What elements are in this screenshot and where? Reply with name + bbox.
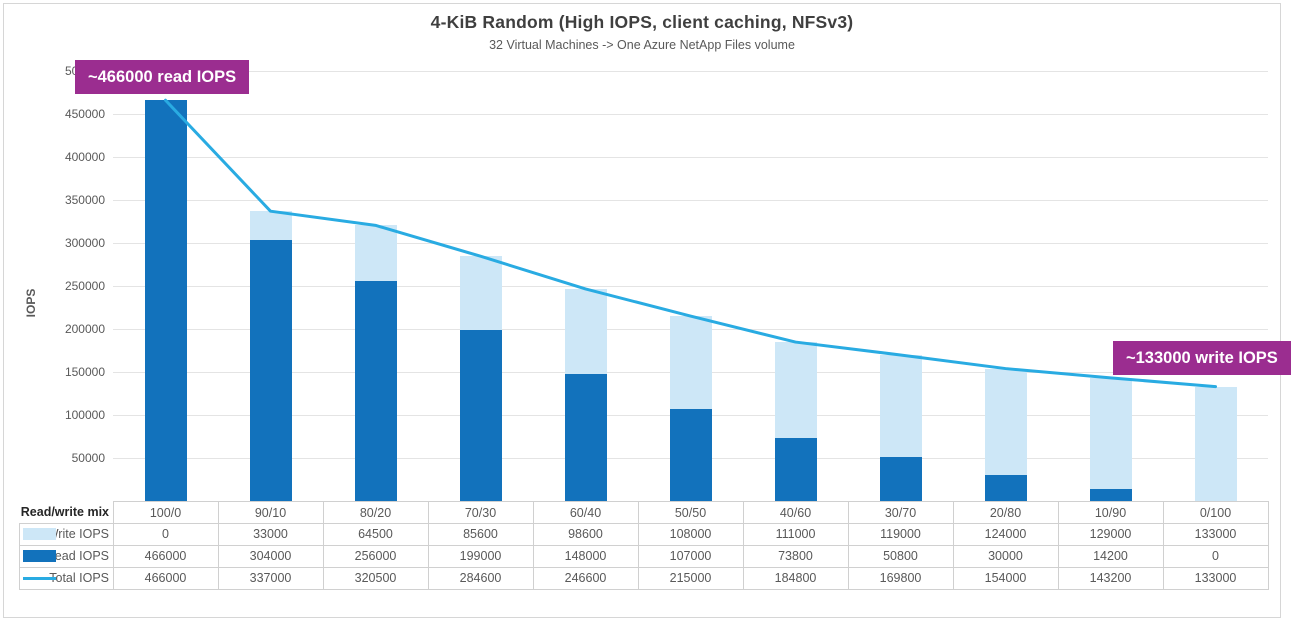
table-cell: 304000 (218, 545, 324, 568)
table-cell: 14200 (1058, 545, 1164, 568)
table-cell: 0 (113, 523, 219, 546)
y-tick-label: 100000 (64, 408, 105, 422)
read-bar (459, 329, 502, 501)
table-cell: 33000 (218, 523, 324, 546)
table-category-header: 40/60 (743, 501, 849, 524)
table-category-header: 30/70 (848, 501, 954, 524)
table-cell: 124000 (953, 523, 1059, 546)
table-category-header: 20/80 (953, 501, 1059, 524)
table-cell: 64500 (323, 523, 429, 546)
gridline (113, 114, 1268, 115)
table-category-header: 0/100 (1163, 501, 1269, 524)
y-tick-label: 250000 (64, 279, 105, 293)
table-category-header: 70/30 (428, 501, 534, 524)
table-cell: 50800 (848, 545, 954, 568)
table-category-header: 50/50 (638, 501, 744, 524)
table-cell: 98600 (533, 523, 639, 546)
table-category-header: 60/40 (533, 501, 639, 524)
table-cell: 466000 (113, 545, 219, 568)
table-row-header: Read/write mix (19, 501, 114, 524)
read-bar (669, 408, 712, 501)
table-cell: 320500 (323, 567, 429, 590)
y-tick-label: 150000 (64, 365, 105, 379)
legend-swatch-total-line (23, 577, 56, 580)
table-cell: 30000 (953, 545, 1059, 568)
table-cell: 284600 (428, 567, 534, 590)
table-cell: 154000 (953, 567, 1059, 590)
gridline (113, 200, 1268, 201)
chart-frame (3, 3, 1281, 618)
gridline (113, 243, 1268, 244)
read-bar (984, 475, 1027, 501)
legend-swatch-write (23, 528, 56, 540)
table-category-header: 10/90 (1058, 501, 1164, 524)
table-category-header: 100/0 (113, 501, 219, 524)
legend-swatch-read (23, 550, 56, 562)
table-cell: 215000 (638, 567, 744, 590)
table-cell: 143200 (1058, 567, 1164, 590)
total-iops-line (164, 98, 1217, 389)
gridline (113, 71, 1268, 72)
write-bar (1194, 386, 1237, 501)
write-bar (459, 256, 502, 330)
table-cell: 119000 (848, 523, 954, 546)
write-bar (669, 316, 712, 409)
read-bar (774, 437, 817, 501)
write-bar (879, 354, 922, 458)
write-bar (1089, 377, 1132, 489)
table-cell: 129000 (1058, 523, 1164, 546)
legend-item: Write IOPS (19, 523, 114, 546)
gridline (113, 157, 1268, 158)
y-tick-label: 200000 (64, 322, 105, 336)
table-cell: 199000 (428, 545, 534, 568)
table-cell: 111000 (743, 523, 849, 546)
y-tick-label: 50000 (71, 451, 105, 465)
table-cell: 466000 (113, 567, 219, 590)
chart-subtitle: 32 Virtual Machines -> One Azure NetApp … (489, 38, 795, 52)
table-cell: 337000 (218, 567, 324, 590)
write-bar (774, 342, 817, 438)
annotation-write-iops: ~133000 write IOPS (1113, 341, 1291, 375)
write-bar (564, 288, 607, 374)
table-category-header: 80/20 (323, 501, 429, 524)
chart-title: 4-KiB Random (High IOPS, client caching,… (430, 12, 854, 32)
table-cell: 246600 (533, 567, 639, 590)
plot-area (113, 71, 1268, 501)
legend-item: Total IOPS (19, 567, 114, 590)
read-bar (1089, 488, 1132, 501)
read-bar (144, 100, 187, 501)
table-category-header: 90/10 (218, 501, 324, 524)
y-tick-label: 300000 (64, 236, 105, 250)
legend-item: Read IOPS (19, 545, 114, 568)
table-cell: 184800 (743, 567, 849, 590)
read-bar (354, 280, 397, 501)
table-cell: 169800 (848, 567, 954, 590)
read-bar (249, 239, 292, 501)
gridline (113, 286, 1268, 287)
annotation-read-iops: ~466000 read IOPS (75, 60, 250, 94)
write-bar (354, 225, 397, 281)
table-cell: 107000 (638, 545, 744, 568)
table-cell: 85600 (428, 523, 534, 546)
write-bar (249, 211, 292, 240)
y-tick-label: 350000 (64, 193, 105, 207)
table-cell: 73800 (743, 545, 849, 568)
y-tick-label: 450000 (64, 107, 105, 121)
read-bar (879, 457, 922, 501)
table-cell: 133000 (1163, 567, 1269, 590)
write-bar (984, 368, 1027, 476)
read-bar (564, 373, 607, 501)
table-cell: 0 (1163, 545, 1269, 568)
table-cell: 133000 (1163, 523, 1269, 546)
y-tick-label: 400000 (64, 150, 105, 164)
table-cell: 256000 (323, 545, 429, 568)
table-cell: 148000 (533, 545, 639, 568)
table-cell: 108000 (638, 523, 744, 546)
